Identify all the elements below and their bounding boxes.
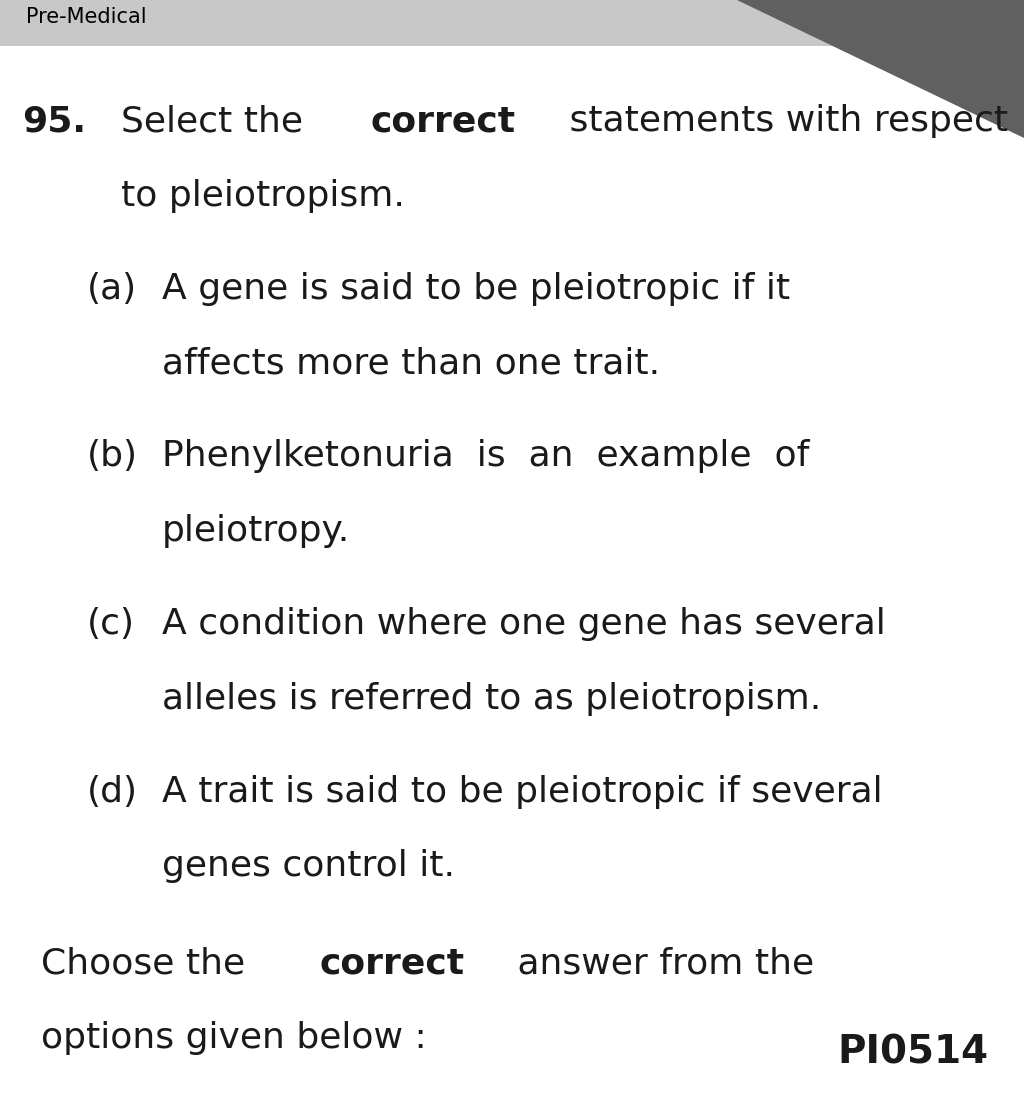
Text: 95.: 95. [23, 104, 86, 138]
Text: options given below :: options given below : [41, 1020, 427, 1054]
Polygon shape [737, 0, 1024, 138]
Text: alleles is referred to as pleiotropism.: alleles is referred to as pleiotropism. [162, 682, 821, 716]
Text: correct: correct [371, 104, 516, 138]
Text: affects more than one trait.: affects more than one trait. [162, 346, 659, 380]
Text: A trait is said to be pleiotropic if several: A trait is said to be pleiotropic if sev… [162, 775, 883, 809]
Text: (d): (d) [87, 775, 138, 809]
Text: pleiotropy.: pleiotropy. [162, 514, 350, 548]
Text: Choose the: Choose the [41, 946, 257, 980]
Text: A condition where one gene has several: A condition where one gene has several [162, 607, 886, 641]
Text: (c): (c) [87, 607, 135, 641]
Text: statements with respect: statements with respect [558, 104, 1008, 138]
Text: A gene is said to be pleiotropic if it: A gene is said to be pleiotropic if it [162, 272, 790, 306]
Text: (b): (b) [87, 439, 138, 473]
Text: genes control it.: genes control it. [162, 849, 455, 883]
Text: (a): (a) [87, 272, 137, 306]
Text: Phenylketonuria  is  an  example  of: Phenylketonuria is an example of [162, 439, 809, 473]
Text: PI0514: PI0514 [837, 1034, 988, 1072]
FancyBboxPatch shape [0, 0, 1024, 46]
Text: answer from the: answer from the [507, 946, 814, 980]
Text: Select the: Select the [121, 104, 314, 138]
Text: correct: correct [319, 946, 464, 980]
Text: Pre-Medical: Pre-Medical [26, 7, 146, 26]
Text: to pleiotropism.: to pleiotropism. [121, 179, 404, 213]
